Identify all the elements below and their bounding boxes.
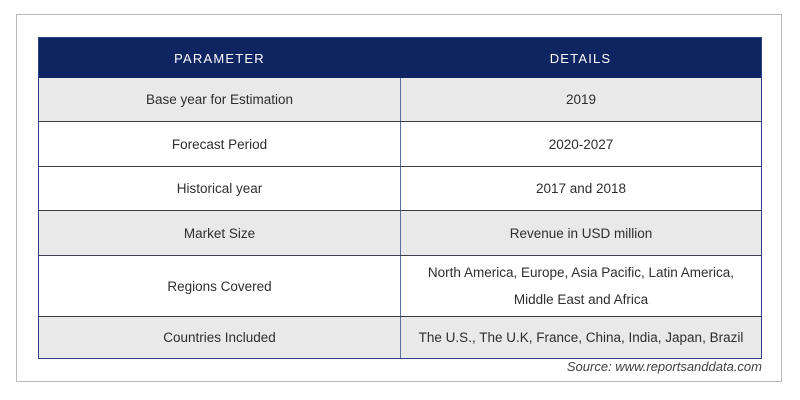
details-cell: 2019 xyxy=(400,78,761,121)
header-cell-parameter: PARAMETER xyxy=(174,50,265,66)
table-row: Market Size Revenue in USD million xyxy=(39,210,761,255)
parameter-cell: Countries Included xyxy=(163,330,276,345)
table-header-row: PARAMETER DETAILS xyxy=(39,38,761,78)
details-cell: Revenue in USD million xyxy=(400,211,761,255)
parameter-cell: Forecast Period xyxy=(171,136,268,152)
header-cell-details: DETAILS xyxy=(549,50,612,66)
parameter-cell: Market Size xyxy=(183,225,256,241)
parameter-cell: Regions Covered xyxy=(167,278,272,294)
parameter-cell: Historical year xyxy=(176,181,263,196)
report-scope-table: PARAMETER DETAILS Base year for Estimati… xyxy=(38,37,762,359)
source-note: Source: www.reportsanddata.com xyxy=(566,359,762,374)
table-row: Regions Covered North America, Europe, A… xyxy=(39,255,761,316)
table-row: Base year for Estimation 2019 xyxy=(39,78,761,121)
table-row: Countries Included The U.S., The U.K, Fr… xyxy=(39,316,761,358)
table-row: Historical year 2017 and 2018 xyxy=(39,166,761,210)
details-cell: The U.S., The U.K, France, China, India,… xyxy=(400,317,761,358)
details-cell: 2017 and 2018 xyxy=(400,167,761,210)
table-row: Forecast Period 2020-2027 xyxy=(39,121,761,166)
parameter-cell: Base year for Estimation xyxy=(145,92,294,107)
details-cell: 2020-2027 xyxy=(400,122,761,166)
details-cell: North America, Europe, Asia Pacific, Lat… xyxy=(400,256,761,316)
